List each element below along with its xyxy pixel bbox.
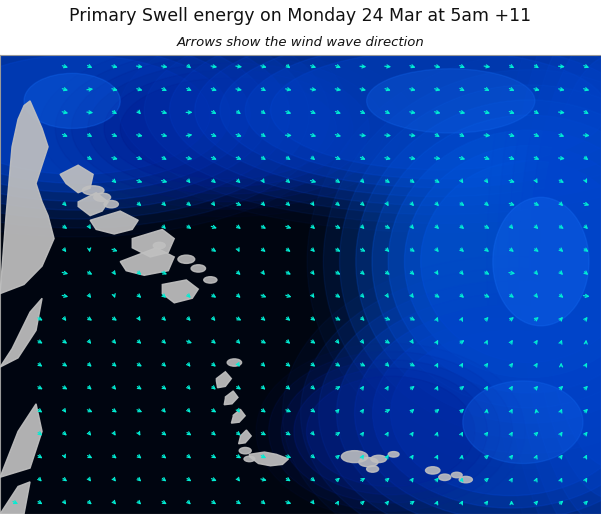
Ellipse shape: [367, 69, 535, 133]
Ellipse shape: [307, 54, 601, 469]
Ellipse shape: [359, 457, 378, 467]
Ellipse shape: [0, 2, 329, 228]
Ellipse shape: [195, 24, 601, 196]
Polygon shape: [90, 211, 138, 234]
Polygon shape: [132, 229, 174, 257]
Polygon shape: [0, 482, 30, 514]
Ellipse shape: [227, 359, 242, 366]
Ellipse shape: [421, 160, 601, 362]
Ellipse shape: [82, 186, 104, 195]
Text: Arrows show the wind wave direction: Arrows show the wind wave direction: [177, 36, 424, 49]
Ellipse shape: [541, 55, 601, 468]
Ellipse shape: [367, 466, 379, 472]
Ellipse shape: [341, 451, 368, 463]
Ellipse shape: [270, 50, 601, 170]
Ellipse shape: [281, 360, 500, 503]
Ellipse shape: [178, 255, 195, 263]
Polygon shape: [120, 248, 174, 276]
Ellipse shape: [104, 200, 118, 208]
Polygon shape: [0, 298, 42, 367]
Ellipse shape: [388, 452, 399, 457]
Ellipse shape: [104, 70, 353, 187]
Ellipse shape: [463, 381, 583, 464]
Polygon shape: [231, 409, 245, 423]
Polygon shape: [239, 430, 251, 444]
Ellipse shape: [169, 14, 601, 206]
Ellipse shape: [282, 256, 601, 514]
Ellipse shape: [245, 42, 601, 179]
Ellipse shape: [24, 74, 120, 128]
Polygon shape: [0, 101, 54, 293]
Ellipse shape: [239, 448, 251, 454]
Ellipse shape: [404, 145, 601, 378]
Ellipse shape: [294, 368, 487, 494]
Ellipse shape: [0, 19, 290, 210]
Polygon shape: [216, 372, 231, 388]
Ellipse shape: [487, 0, 601, 514]
Ellipse shape: [508, 0, 601, 514]
Ellipse shape: [371, 455, 386, 463]
Polygon shape: [249, 452, 288, 466]
Ellipse shape: [0, 37, 250, 192]
Ellipse shape: [372, 115, 601, 408]
Ellipse shape: [439, 474, 451, 481]
Ellipse shape: [391, 331, 601, 495]
Ellipse shape: [94, 193, 111, 201]
Ellipse shape: [519, 0, 601, 514]
Ellipse shape: [451, 472, 462, 478]
Ellipse shape: [153, 242, 165, 249]
Ellipse shape: [0, 46, 230, 183]
Text: Primary Swell energy on Monday 24 Mar at 5am +11: Primary Swell energy on Monday 24 Mar at…: [70, 8, 531, 26]
Ellipse shape: [340, 85, 601, 438]
Ellipse shape: [493, 197, 589, 326]
Polygon shape: [60, 165, 93, 193]
Ellipse shape: [220, 32, 601, 188]
Ellipse shape: [144, 6, 601, 214]
Ellipse shape: [459, 476, 472, 483]
Ellipse shape: [191, 265, 206, 272]
Ellipse shape: [244, 456, 255, 462]
Polygon shape: [162, 280, 198, 303]
Ellipse shape: [72, 55, 385, 201]
Ellipse shape: [0, 10, 310, 219]
Ellipse shape: [498, 0, 601, 514]
Ellipse shape: [88, 63, 369, 194]
Ellipse shape: [55, 48, 401, 209]
Ellipse shape: [0, 28, 270, 201]
Ellipse shape: [373, 318, 601, 508]
Ellipse shape: [0, 55, 210, 174]
Ellipse shape: [319, 281, 601, 514]
Ellipse shape: [307, 376, 475, 486]
Ellipse shape: [269, 352, 513, 511]
Ellipse shape: [204, 277, 217, 283]
Ellipse shape: [530, 24, 601, 499]
Ellipse shape: [356, 100, 601, 423]
Ellipse shape: [323, 70, 601, 453]
Polygon shape: [224, 391, 238, 405]
Polygon shape: [78, 193, 108, 216]
Ellipse shape: [300, 268, 601, 514]
Ellipse shape: [337, 293, 601, 514]
Ellipse shape: [119, 0, 601, 224]
Ellipse shape: [388, 130, 601, 393]
Ellipse shape: [426, 467, 440, 474]
Ellipse shape: [120, 78, 337, 179]
Ellipse shape: [355, 306, 601, 514]
Polygon shape: [0, 404, 42, 478]
